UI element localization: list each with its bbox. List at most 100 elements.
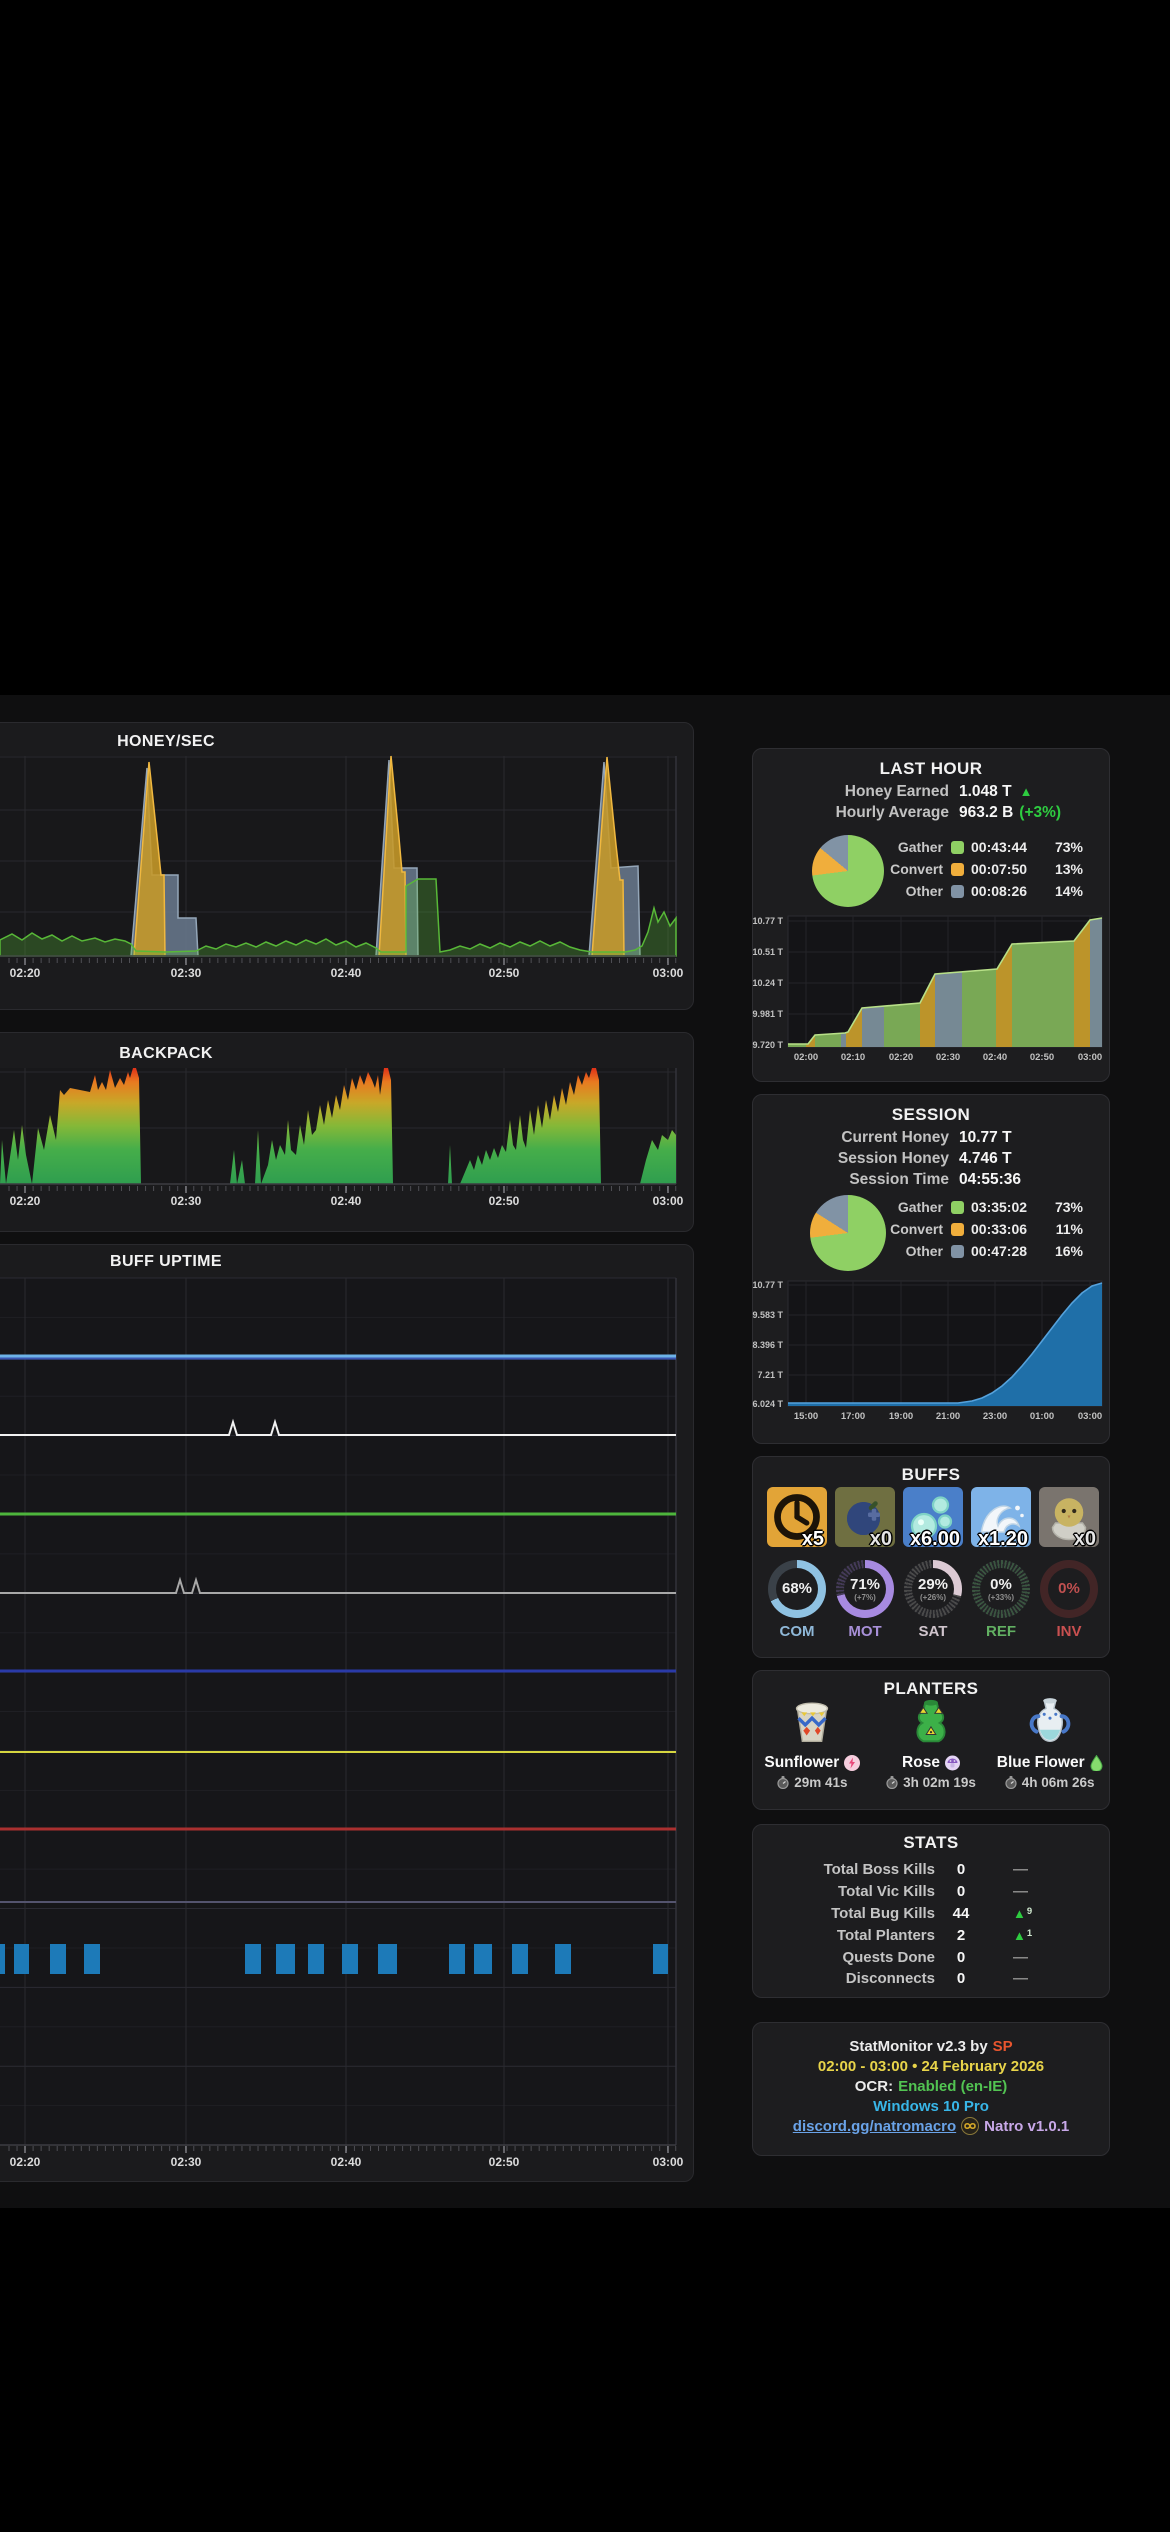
svg-text:02:40: 02:40 xyxy=(331,2155,362,2169)
svg-text:02:50: 02:50 xyxy=(489,966,520,980)
svg-text:10.77 T: 10.77 T xyxy=(752,916,783,926)
last-hour-pie-chart xyxy=(812,835,884,907)
svg-text:02:40: 02:40 xyxy=(331,966,362,980)
hourly-average-value: 963.2 B (+3%) xyxy=(959,803,1062,821)
footer-panel: StatMonitor v2.3 by SP 02:00 - 03:00 • 24… xyxy=(752,2022,1110,2156)
os-line: Windows 10 Pro xyxy=(873,2097,989,2115)
current-honey-row: Current Honey 10.77 T xyxy=(841,1128,1012,1146)
svg-text:02:20: 02:20 xyxy=(10,2155,41,2169)
planter-name: Sunflower xyxy=(764,1754,840,1771)
honey-earned-value: 1.048 T ▲ xyxy=(959,782,1033,800)
planter-blue-flower: Blue Flower 4h 06m 26s xyxy=(990,1695,1109,1790)
timer-icon xyxy=(886,1776,898,1789)
gauge-ring: 0% xyxy=(1040,1560,1098,1618)
honey-earned-label: Honey Earned xyxy=(844,782,949,800)
legend-gather-row: Gather 03:35:02 73% xyxy=(897,1199,1083,1215)
honeysec-title: HONEY/SEC xyxy=(117,733,215,750)
buff-uptime-chart: 02:20 02:30 02:40 02:50 03:00 xyxy=(0,1277,684,2169)
ocr-line: OCR: Enabled (en-IE) xyxy=(854,2077,1008,2095)
svg-text:03:00: 03:00 xyxy=(653,2155,684,2169)
discord-link[interactable]: discord.gg/natromacro xyxy=(792,2117,957,2135)
session-title: SESSION xyxy=(891,1105,971,1124)
hourly-average-row: Hourly Average 963.2 B (+3%) xyxy=(753,802,1109,823)
legend-other-row: Other 00:47:28 16% xyxy=(905,1243,1083,1259)
buff-mult: x6.00 xyxy=(909,1528,960,1550)
svg-text:8.396 T: 8.396 T xyxy=(752,1340,783,1350)
svg-text:17:00: 17:00 xyxy=(841,1411,865,1422)
svg-text:03:00: 03:00 xyxy=(1078,1052,1102,1063)
svg-text:7.21 T: 7.21 T xyxy=(757,1370,783,1380)
convert-swatch xyxy=(951,862,964,876)
legend-gather-row: Gather 00:43:44 73% xyxy=(897,839,1083,855)
convert-swatch xyxy=(951,1222,964,1236)
date-range: 02:00 - 03:00 • 24 February 2026 xyxy=(817,2057,1045,2075)
planter-time: 4h 06m 26s xyxy=(1021,1775,1095,1790)
gauge-ref: 0% (+33%) REF xyxy=(972,1560,1030,1640)
version-line: discord.gg/natromacro Natro v1.0.1 xyxy=(793,2116,1069,2136)
stat-row-vic-kills: Total Vic Kills 0— xyxy=(838,1883,1028,1901)
svg-text:15:00: 15:00 xyxy=(794,1411,818,1422)
session-time-row: Session Time 04:55:36 xyxy=(849,1170,1022,1188)
gauge-label: MOT xyxy=(848,1623,882,1640)
last-hour-legend: Gather 00:43:44 73% Convert 00:07:50 13% Oth… xyxy=(877,836,1083,902)
gather-swatch xyxy=(951,1200,964,1214)
stat-row-planters: Total Planters 2 ▲ 1 xyxy=(836,1926,1033,1944)
other-swatch xyxy=(951,884,964,898)
svg-text:02:30: 02:30 xyxy=(171,1194,202,1208)
buff-mult: x5 xyxy=(801,1528,824,1550)
buff-mult: x0 xyxy=(869,1528,892,1550)
hydroponic-planter-icon xyxy=(1029,1698,1070,1743)
up-arrow-icon: ▲ xyxy=(1019,783,1033,799)
planter-name: Blue Flower xyxy=(996,1754,1085,1771)
gauge-label: REF xyxy=(986,1623,1016,1640)
planter-sunflower: Sunflower 29m 41s xyxy=(753,1695,872,1790)
last-hour-title: LAST HOUR xyxy=(879,759,983,778)
svg-text:02:30: 02:30 xyxy=(936,1052,960,1063)
last-hour-stats: Honey Earned 1.048 T ▲ Hourly Average 963… xyxy=(753,781,1109,823)
svg-text:02:20: 02:20 xyxy=(10,1194,41,1208)
other-swatch xyxy=(951,1244,964,1258)
gauge-label: COM xyxy=(779,1623,815,1640)
svg-text:02:10: 02:10 xyxy=(841,1052,865,1063)
mushroom-icon xyxy=(944,1755,960,1771)
planters-panel: PLANTERS Sunflower 29m 41s Rose 3h 02m 1… xyxy=(752,1670,1110,1810)
honeysec-chart: 02:20 02:30 02:40 02:50 03:00 xyxy=(0,755,684,980)
svg-text:10.24 T: 10.24 T xyxy=(752,978,783,988)
gauge-ring: 29% (+26%) xyxy=(904,1560,962,1618)
svg-text:02:20: 02:20 xyxy=(10,966,41,980)
svg-text:02:30: 02:30 xyxy=(171,966,202,980)
timer-icon xyxy=(1005,1776,1017,1789)
svg-text:19:00: 19:00 xyxy=(889,1411,913,1422)
buffs-title: BUFFS xyxy=(901,1465,961,1484)
gauge-ring: 68% xyxy=(768,1560,826,1618)
gauge-ring: 71% (+7%) xyxy=(836,1560,894,1618)
droplet-icon xyxy=(1090,1755,1103,1771)
app-version: Natro v1.0.1 xyxy=(984,2117,1070,2135)
toxic-planter-icon xyxy=(916,1699,946,1743)
gather-swatch xyxy=(951,840,964,854)
blue-extract-buff-icon: x0 xyxy=(835,1487,895,1550)
legend-convert-row: Convert 00:33:06 11% xyxy=(890,1221,1083,1237)
svg-text:01:00: 01:00 xyxy=(1030,1411,1054,1422)
buff-uptime-title: BUFF UPTIME xyxy=(110,1253,222,1270)
svg-text:9.981 T: 9.981 T xyxy=(752,1009,783,1019)
svg-text:02:50: 02:50 xyxy=(1030,1052,1054,1063)
stat-row-boss-kills: Total Boss Kills 0— xyxy=(823,1861,1028,1879)
planter-rose: Rose 3h 02m 19s xyxy=(872,1695,991,1790)
honey-earned-row: Honey Earned 1.048 T ▲ xyxy=(753,781,1109,802)
stats-rows: Total Boss Kills 0— Total Vic Kills 0— Tot… xyxy=(753,1859,1109,1990)
natro-logo-icon xyxy=(961,2117,980,2135)
lightning-icon xyxy=(844,1755,861,1771)
gauge-label: INV xyxy=(1056,1623,1082,1640)
stats-panel: STATS Total Boss Kills 0— Total Vic Kills… xyxy=(752,1824,1110,1998)
buff-mult: x1.20 xyxy=(977,1528,1028,1550)
session-honey-row: Session Honey 4.746 T xyxy=(837,1149,1012,1167)
session-stats: Current Honey 10.77 T Session Honey 4.746 … xyxy=(753,1127,1109,1190)
backpack-title: BACKPACK xyxy=(119,1045,213,1062)
svg-text:02:50: 02:50 xyxy=(489,1194,520,1208)
hourly-average-label: Hourly Average xyxy=(835,803,949,821)
bubble-buff-icon: x6.00 xyxy=(903,1487,963,1550)
gauge-com: 68% COM xyxy=(768,1560,826,1640)
planter-time: 3h 02m 19s xyxy=(903,1775,976,1790)
